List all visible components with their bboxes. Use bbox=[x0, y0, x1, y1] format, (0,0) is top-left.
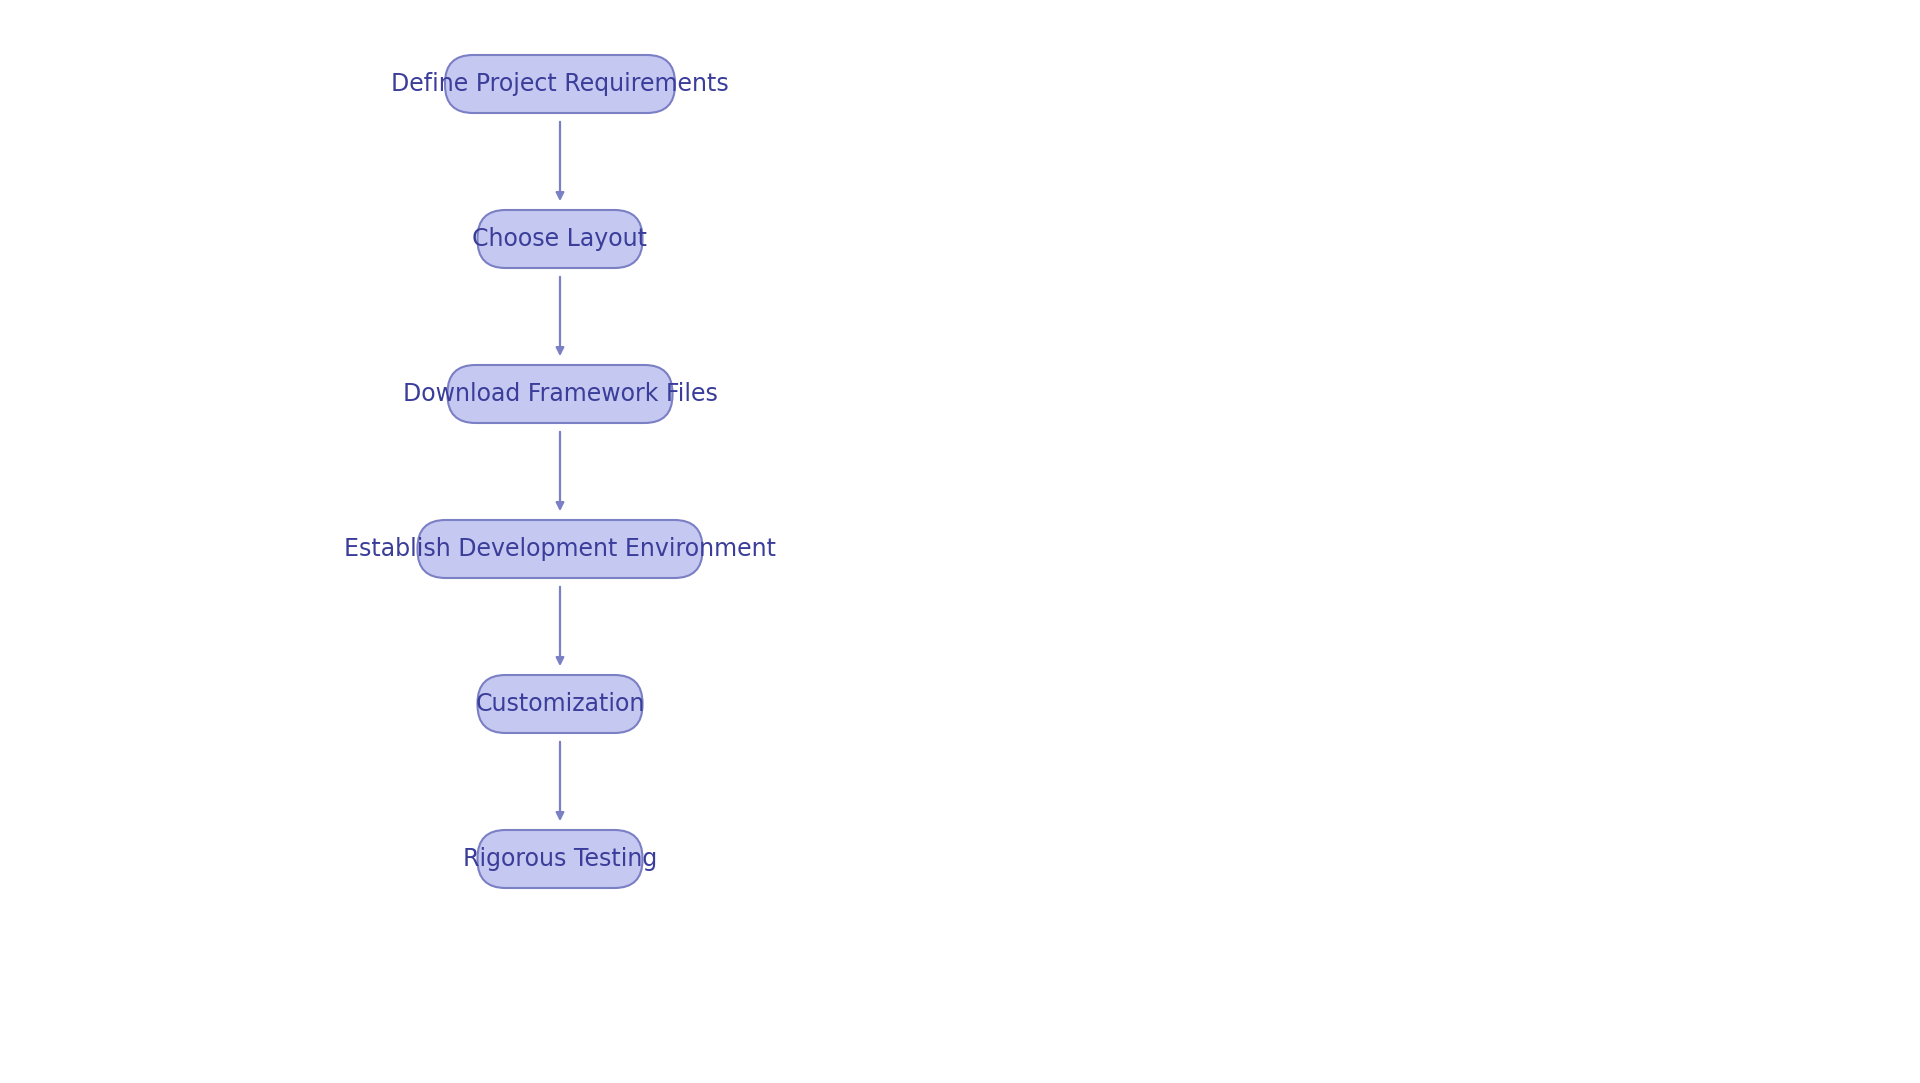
FancyBboxPatch shape bbox=[447, 365, 672, 423]
Text: Customization: Customization bbox=[476, 692, 645, 716]
Text: Download Framework Files: Download Framework Files bbox=[403, 382, 718, 406]
Text: Establish Development Environment: Establish Development Environment bbox=[344, 537, 776, 561]
Text: Choose Layout: Choose Layout bbox=[472, 227, 647, 251]
FancyBboxPatch shape bbox=[445, 55, 676, 113]
FancyBboxPatch shape bbox=[478, 830, 643, 888]
Text: Define Project Requirements: Define Project Requirements bbox=[392, 71, 730, 96]
FancyBboxPatch shape bbox=[478, 210, 643, 268]
FancyBboxPatch shape bbox=[417, 520, 703, 578]
Text: Rigorous Testing: Rigorous Testing bbox=[463, 847, 657, 871]
FancyBboxPatch shape bbox=[478, 675, 643, 733]
